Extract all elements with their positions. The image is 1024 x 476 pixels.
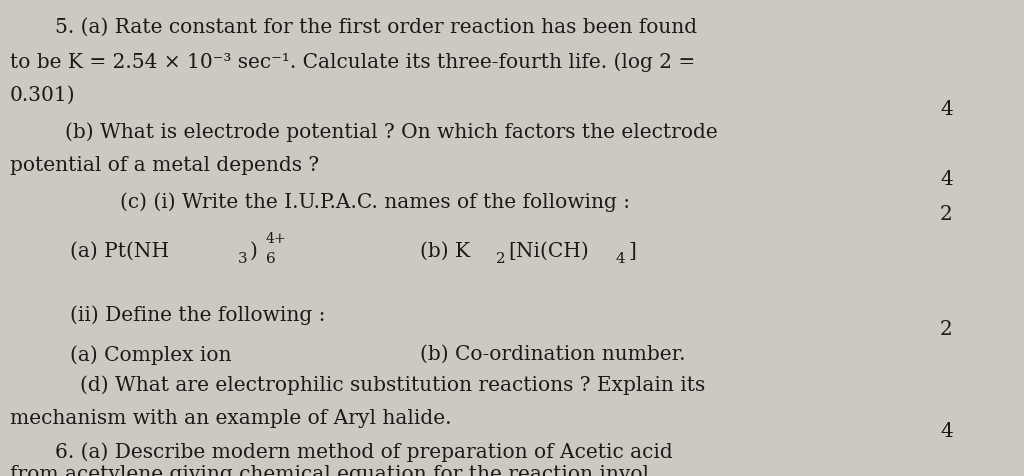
Text: (c) (i) Write the I.U.P.A.C. names of the following :: (c) (i) Write the I.U.P.A.C. names of th…: [120, 192, 630, 211]
Text: 4: 4: [940, 421, 952, 440]
Text: 6. (a) Describe modern method of preparation of Acetic acid: 6. (a) Describe modern method of prepara…: [55, 441, 673, 461]
Text: [Ni(CH): [Ni(CH): [508, 241, 589, 260]
Text: ]: ]: [628, 241, 636, 260]
Text: (ii) Define the following :: (ii) Define the following :: [70, 304, 326, 324]
Text: to be K = 2.54 × 10⁻³ sec⁻¹. Calculate its three-fourth life. (log 2 =: to be K = 2.54 × 10⁻³ sec⁻¹. Calculate i…: [10, 52, 695, 71]
Text: 3: 3: [238, 251, 248, 266]
Text: (a) Pt(NH: (a) Pt(NH: [70, 241, 169, 260]
Text: (d) What are electrophilic substitution reactions ? Explain its: (d) What are electrophilic substitution …: [80, 374, 706, 394]
Text: 2: 2: [940, 205, 952, 224]
Text: 6: 6: [266, 251, 275, 266]
Text: 5. (a) Rate constant for the first order reaction has been found: 5. (a) Rate constant for the first order…: [55, 18, 697, 37]
Text: 2: 2: [496, 251, 506, 266]
Text: 0.301): 0.301): [10, 86, 76, 105]
Text: 4+: 4+: [266, 231, 287, 246]
Text: from acetylene giving chemical equation for the reaction invol...: from acetylene giving chemical equation …: [10, 464, 668, 476]
Text: (a) Complex ion: (a) Complex ion: [70, 344, 231, 364]
Text: (b) K: (b) K: [420, 241, 470, 260]
Text: potential of a metal depends ?: potential of a metal depends ?: [10, 156, 319, 175]
Text: 4: 4: [940, 169, 952, 188]
Text: (b) Co-ordination number.: (b) Co-ordination number.: [420, 344, 685, 363]
Text: (b) What is electrode potential ? On which factors the electrode: (b) What is electrode potential ? On whi…: [65, 122, 718, 141]
Text: ): ): [250, 241, 258, 260]
Text: 4: 4: [616, 251, 626, 266]
Text: mechanism with an example of Aryl halide.: mechanism with an example of Aryl halide…: [10, 408, 452, 427]
Text: 2: 2: [940, 319, 952, 338]
Text: 4: 4: [940, 100, 952, 119]
